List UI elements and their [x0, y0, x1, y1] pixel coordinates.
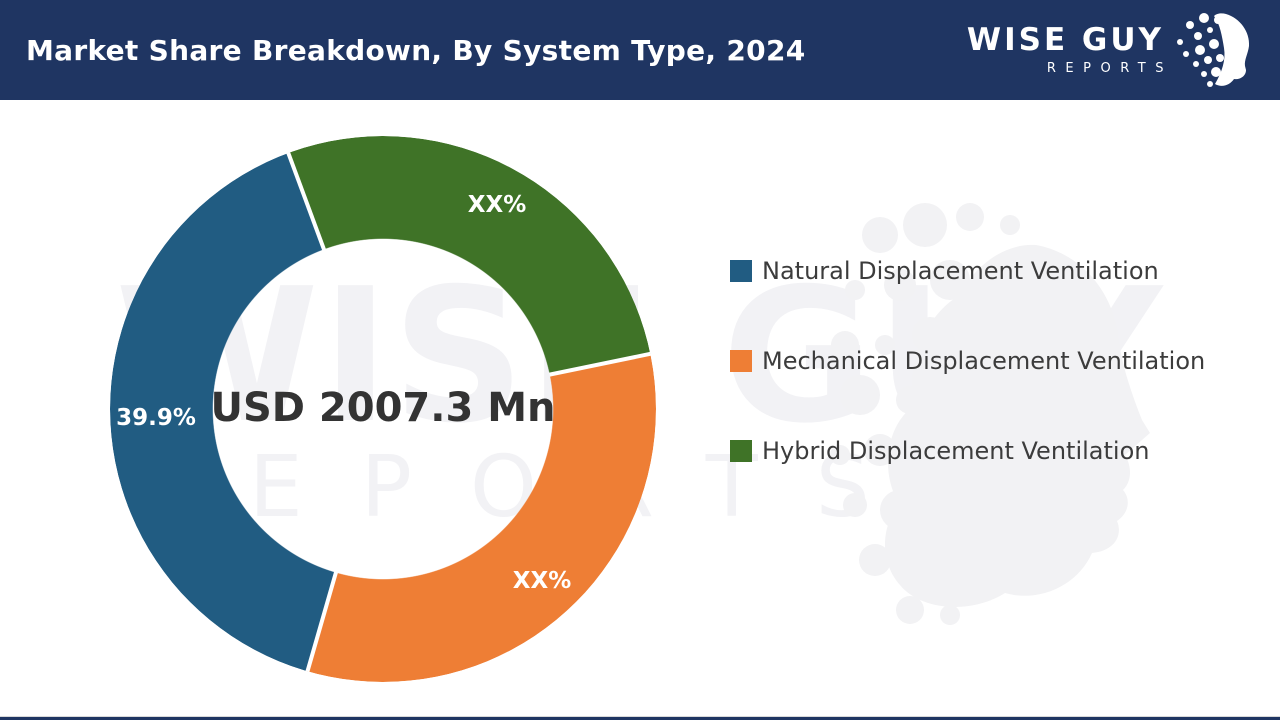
- donut-chart: XX% XX% 39.9% USD 2007.3 Mn: [110, 136, 656, 682]
- page-title: Market Share Breakdown, By System Type, …: [26, 33, 806, 67]
- dotted-head-profile-watermark: [830, 203, 1150, 625]
- brand-subname: REPORTS: [1046, 61, 1173, 76]
- dotted-head-profile-icon: [1177, 13, 1250, 87]
- chart-legend: Natural Displacement Ventilation Mechani…: [730, 256, 1205, 466]
- donut-center-value: USD 2007.3 Mn: [210, 385, 556, 431]
- legend-label-hybrid: Hybrid Displacement Ventilation: [762, 437, 1150, 465]
- legend-swatch-natural: [730, 260, 752, 282]
- brand-logo-text: WISE GUY REPORTS: [966, 22, 1164, 76]
- slice-gap-line: [286, 152, 385, 410]
- footer-accent-bar: [0, 716, 1280, 720]
- donut-ring: [110, 136, 656, 682]
- header-bar: Market Share Breakdown, By System Type, …: [0, 0, 1280, 100]
- legend-swatch-mechanical: [730, 350, 752, 372]
- legend-item-natural: Natural Displacement Ventilation: [730, 256, 1205, 286]
- legend-label-mechanical: Mechanical Displacement Ventilation: [762, 347, 1206, 375]
- chart-canvas: WISE GUY REPORTS XX% XX% 39.9% USD 2007.…: [0, 100, 1280, 716]
- legend-swatch-hybrid: [730, 440, 752, 462]
- legend-label-natural: Natural Displacement Ventilation: [762, 257, 1159, 285]
- slice-label-mechanical: XX%: [512, 568, 572, 594]
- brand-logo: WISE GUY REPORTS: [967, 10, 1254, 90]
- slice-label-hybrid: XX%: [467, 192, 527, 218]
- brand-name: WISE GUY: [966, 22, 1164, 58]
- slice-gap-line: [305, 408, 385, 672]
- legend-item-mechanical: Mechanical Displacement Ventilation: [730, 346, 1205, 376]
- slice-label-natural: 39.9%: [116, 405, 196, 431]
- legend-item-hybrid: Hybrid Displacement Ventilation: [730, 436, 1205, 466]
